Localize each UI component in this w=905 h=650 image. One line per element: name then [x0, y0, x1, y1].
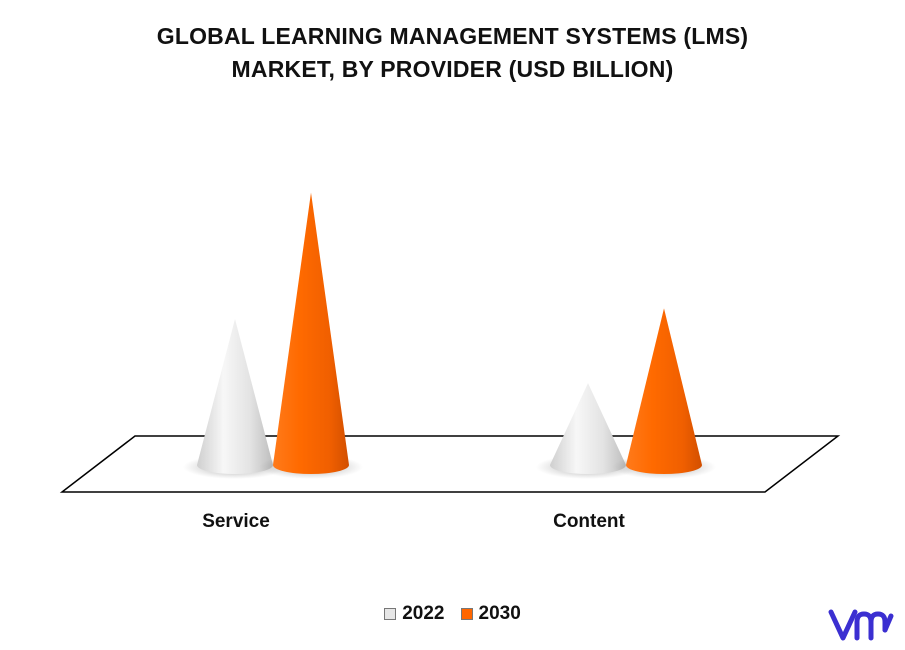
- vmr-logo-icon: [828, 609, 894, 641]
- cone-service-2022: [183, 319, 287, 479]
- legend-swatch-2022: [384, 608, 397, 620]
- legend-item-2030: 2030: [460, 603, 521, 625]
- chart-title-line1: GLOBAL LEARNING MANAGEMENT SYSTEMS (LMS): [156, 23, 749, 49]
- chart-marks: [183, 192, 716, 479]
- cone-service-2030: [259, 192, 363, 479]
- cone-content-2030: [612, 308, 716, 479]
- x-tick-label-content: Content: [553, 511, 625, 532]
- cone-content-2022: [536, 383, 640, 479]
- legend-label-2022: 2022: [402, 603, 445, 624]
- x-axis-labels: Service Content: [202, 511, 625, 532]
- chart-title: GLOBAL LEARNING MANAGEMENT SYSTEMS (LMS)…: [0, 20, 905, 86]
- legend: 2022 2030: [0, 603, 905, 625]
- chart-floor: [59, 435, 841, 493]
- legend-label-2030: 2030: [478, 603, 521, 624]
- chart-title-line2: MARKET, BY PROVIDER (USD BILLION): [231, 56, 674, 82]
- legend-swatch-2030: [460, 608, 473, 620]
- legend-item-2022: 2022: [384, 603, 445, 625]
- x-tick-label-service: Service: [202, 511, 270, 532]
